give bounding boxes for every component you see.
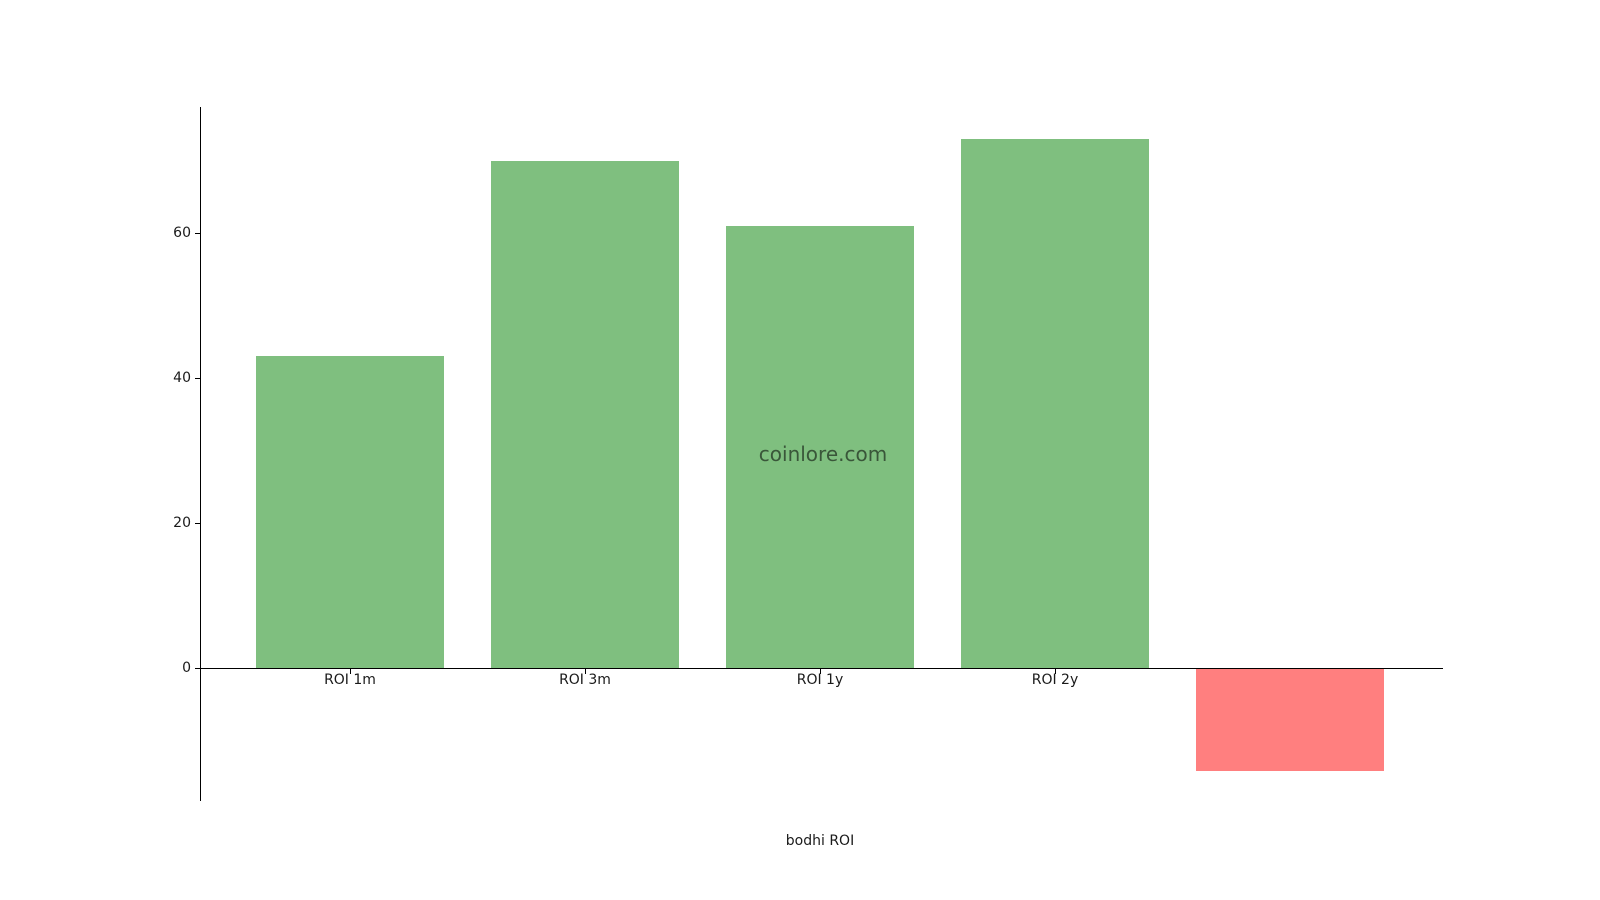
y-tick-mark [195,668,200,669]
y-tick-mark [195,378,200,379]
x-tick-mark [1055,669,1056,674]
x-tick-label: ROI 1y [796,672,844,688]
y-tick-mark [195,523,200,524]
bar-unlabeled [1196,669,1384,771]
x-tick-label: ROI 3m [559,672,611,688]
bar-roi-1y [726,225,914,668]
bar-roi-1m [256,356,444,668]
x-tick-label: ROI 2y [1031,672,1079,688]
x-axis-zero-line [200,668,1443,669]
x-tick-mark [585,669,586,674]
bar-roi-2y [961,138,1149,668]
y-tick-label: 0 [182,660,191,676]
bar-roi-3m [491,160,679,668]
y-tick-label: 20 [173,515,191,531]
y-tick-label: 60 [173,225,191,241]
y-tick-label: 40 [173,370,191,386]
x-tick-mark [350,669,351,674]
chart-title: bodhi ROI [785,833,855,849]
x-tick-mark [820,669,821,674]
watermark: coinlore.com [758,442,888,466]
y-tick-mark [195,233,200,234]
x-tick-label: ROI 1m [324,672,376,688]
y-axis-line [200,107,201,802]
